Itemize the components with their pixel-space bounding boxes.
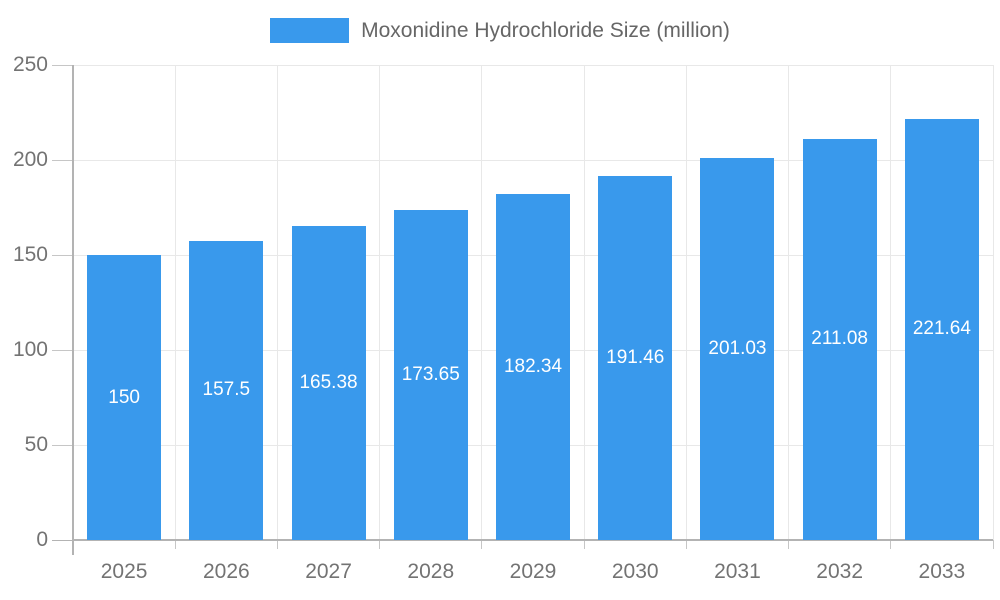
legend[interactable]: Moxonidine Hydrochloride Size (million) [0,18,1000,43]
y-axis-line [72,65,74,555]
bar-value-label: 150 [108,386,140,408]
v-gridline [890,65,892,540]
y-axis-tick [52,64,72,66]
y-axis-label: 200 [12,148,48,171]
v-gridline [992,65,994,540]
x-axis-label: 2031 [714,560,761,583]
y-axis-label: 0 [36,528,48,551]
v-gridline [788,65,790,540]
bar[interactable]: 173.65 [393,210,468,540]
x-axis-tick [992,540,994,549]
x-axis-tick [276,540,278,549]
y-axis-tick [52,539,72,541]
x-axis-label: 2030 [611,560,659,583]
v-gridline [174,65,176,540]
x-axis-line [73,539,993,541]
bar-value-label: 201.03 [708,338,767,359]
x-axis-label: 2032 [816,560,864,583]
x-axis-tick [583,540,585,549]
legend-label: Moxonidine Hydrochloride Size (million) [361,18,730,42]
bar-value-label: 191.46 [606,347,665,369]
v-gridline [685,65,687,540]
bar-value-label: 173.65 [401,364,460,386]
bar-value-label: 211.08 [811,328,868,350]
bar-value-label: 165.38 [299,371,358,393]
bar[interactable]: 150 [87,255,162,540]
bar[interactable]: 165.38 [291,225,366,540]
y-axis-tick [52,444,72,446]
x-axis-label: 2033 [918,560,966,583]
bar-value-label: 182.34 [503,355,563,377]
v-gridline [379,65,381,540]
bar[interactable]: 191.46 [598,176,673,540]
bar-value-label: 221.64 [912,318,971,340]
y-axis-tick [52,254,72,256]
x-axis-label: 2027 [305,560,352,583]
bar[interactable]: 182.34 [496,193,570,540]
x-axis-label: 2029 [509,560,557,583]
v-gridline [583,65,585,540]
bar[interactable]: 221.64 [904,118,979,540]
bar-value-label: 157.5 [202,379,251,401]
bar[interactable]: 211.08 [802,138,877,540]
y-axis-tick [52,159,72,161]
x-axis-tick [685,540,687,549]
x-axis-tick [379,540,381,549]
v-gridline [276,65,278,540]
v-gridline [481,65,483,540]
y-axis-label: 150 [12,243,48,266]
x-axis-tick [890,540,892,549]
x-axis-label: 2028 [407,560,455,583]
y-axis-label: 250 [12,53,48,76]
x-axis-tick [174,540,176,549]
y-axis-label: 50 [24,433,48,456]
y-axis-tick [52,349,72,351]
y-axis-label: 100 [12,338,48,361]
x-axis-tick [788,540,790,549]
legend-swatch [270,18,350,43]
x-axis-tick [481,540,483,549]
bar[interactable]: 157.5 [189,240,264,540]
x-axis-label: 2026 [202,560,250,583]
x-axis-label: 2025 [100,560,148,583]
h-gridline [73,64,993,66]
h-gridline [73,159,993,161]
bar[interactable]: 201.03 [700,158,775,540]
